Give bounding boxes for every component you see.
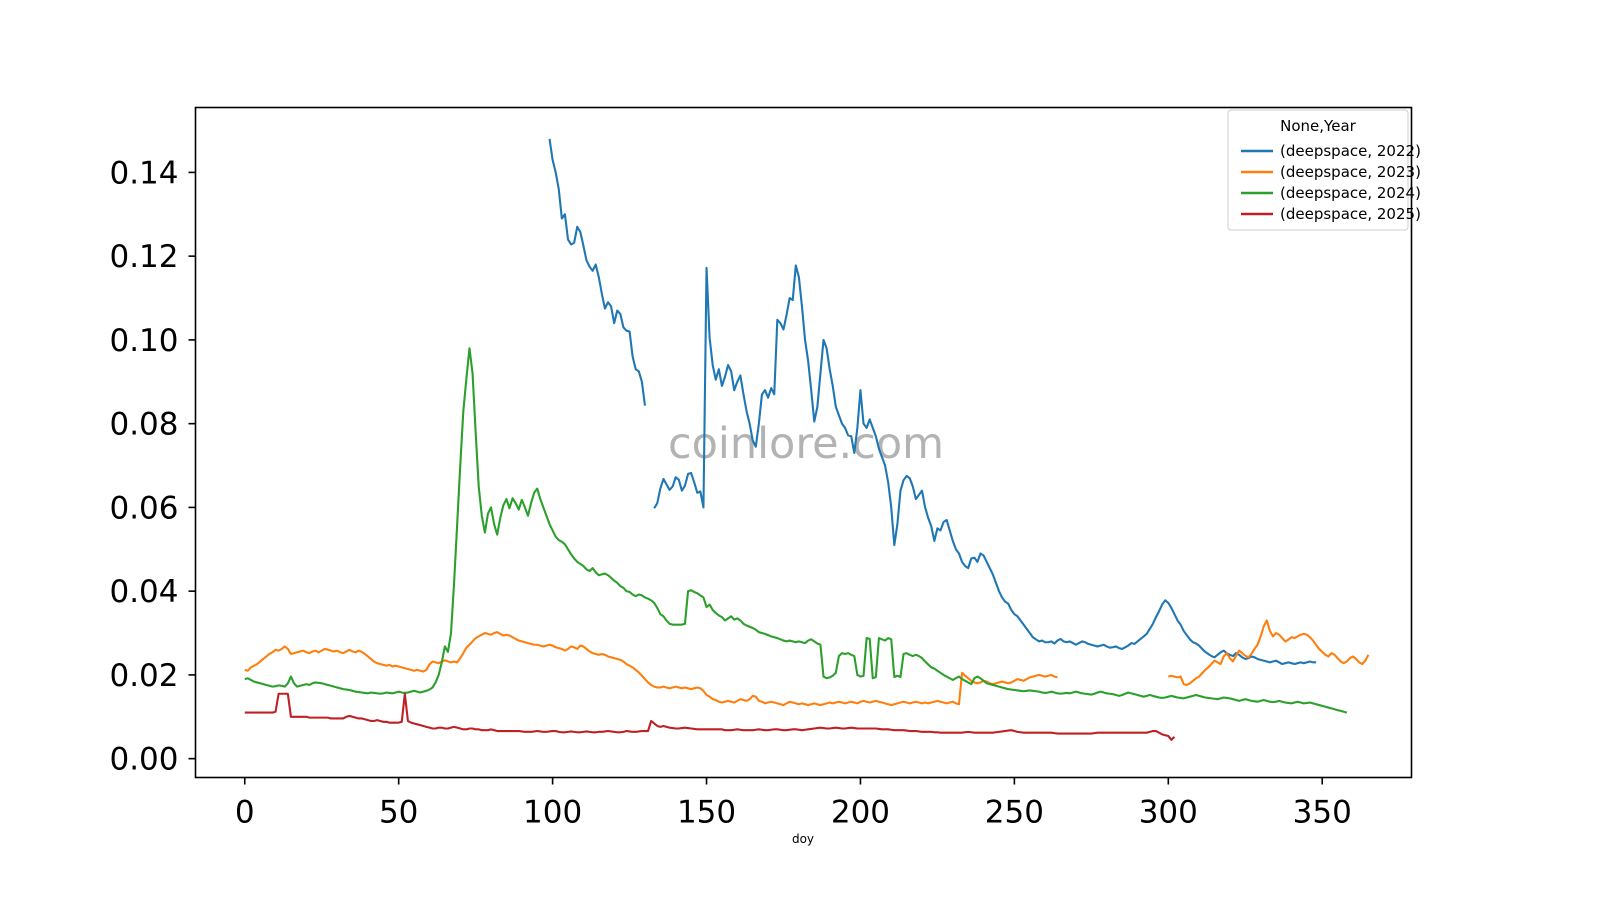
axes-frame xyxy=(194,106,1413,779)
watermark-coinlore: coinlore.com xyxy=(668,419,944,469)
legend-label-0[interactable]: (deepspace, 2022) xyxy=(1280,142,1421,160)
x-tick-label: 300 xyxy=(1139,795,1198,831)
legend-label-1[interactable]: (deepspace, 2023) xyxy=(1280,163,1421,181)
x-tick-label: 250 xyxy=(985,795,1044,831)
y-axis-ticks: 0.00 0.02 0.04 0.06 0.08 0.10 0.12 0.14 xyxy=(109,155,196,778)
legend-label-3[interactable]: (deepspace, 2025) xyxy=(1280,205,1421,223)
series-line-deepspace-2024 xyxy=(244,347,1348,714)
data-series-group xyxy=(244,138,1370,741)
x-tick-label: 100 xyxy=(523,795,582,831)
legend-label-2[interactable]: (deepspace, 2024) xyxy=(1280,184,1421,202)
y-tick-label: 0.08 xyxy=(109,407,178,443)
x-tick-label: 200 xyxy=(831,795,890,831)
y-tick-label: 0.02 xyxy=(109,658,178,694)
series-line-deepspace-2025 xyxy=(244,692,1176,741)
y-tick-label: 0.10 xyxy=(109,323,178,359)
x-tick-label: 350 xyxy=(1293,795,1352,831)
y-tick-label: 0.00 xyxy=(109,742,178,778)
y-tick-label: 0.04 xyxy=(109,574,178,610)
y-tick-label: 0.12 xyxy=(109,239,178,275)
legend-box xyxy=(1227,109,1409,231)
x-tick-label: 150 xyxy=(677,795,736,831)
x-axis-label: doy xyxy=(792,832,814,846)
y-tick-label: 0.06 xyxy=(109,490,178,526)
series-line-deepspace-2022 xyxy=(548,138,1317,666)
x-tick-label: 0 xyxy=(235,795,255,831)
x-tick-label: 50 xyxy=(379,795,418,831)
series-line-deepspace-2023 xyxy=(244,619,1370,707)
legend-title: None,Year xyxy=(1280,117,1356,135)
x-axis-ticks: 0 50 100 150 200 250 300 350 xyxy=(235,777,1352,831)
chart-legend[interactable]: None,Year (deepspace, 2022) (deepspace, 20… xyxy=(1227,109,1421,231)
y-tick-label: 0.14 xyxy=(109,155,178,191)
